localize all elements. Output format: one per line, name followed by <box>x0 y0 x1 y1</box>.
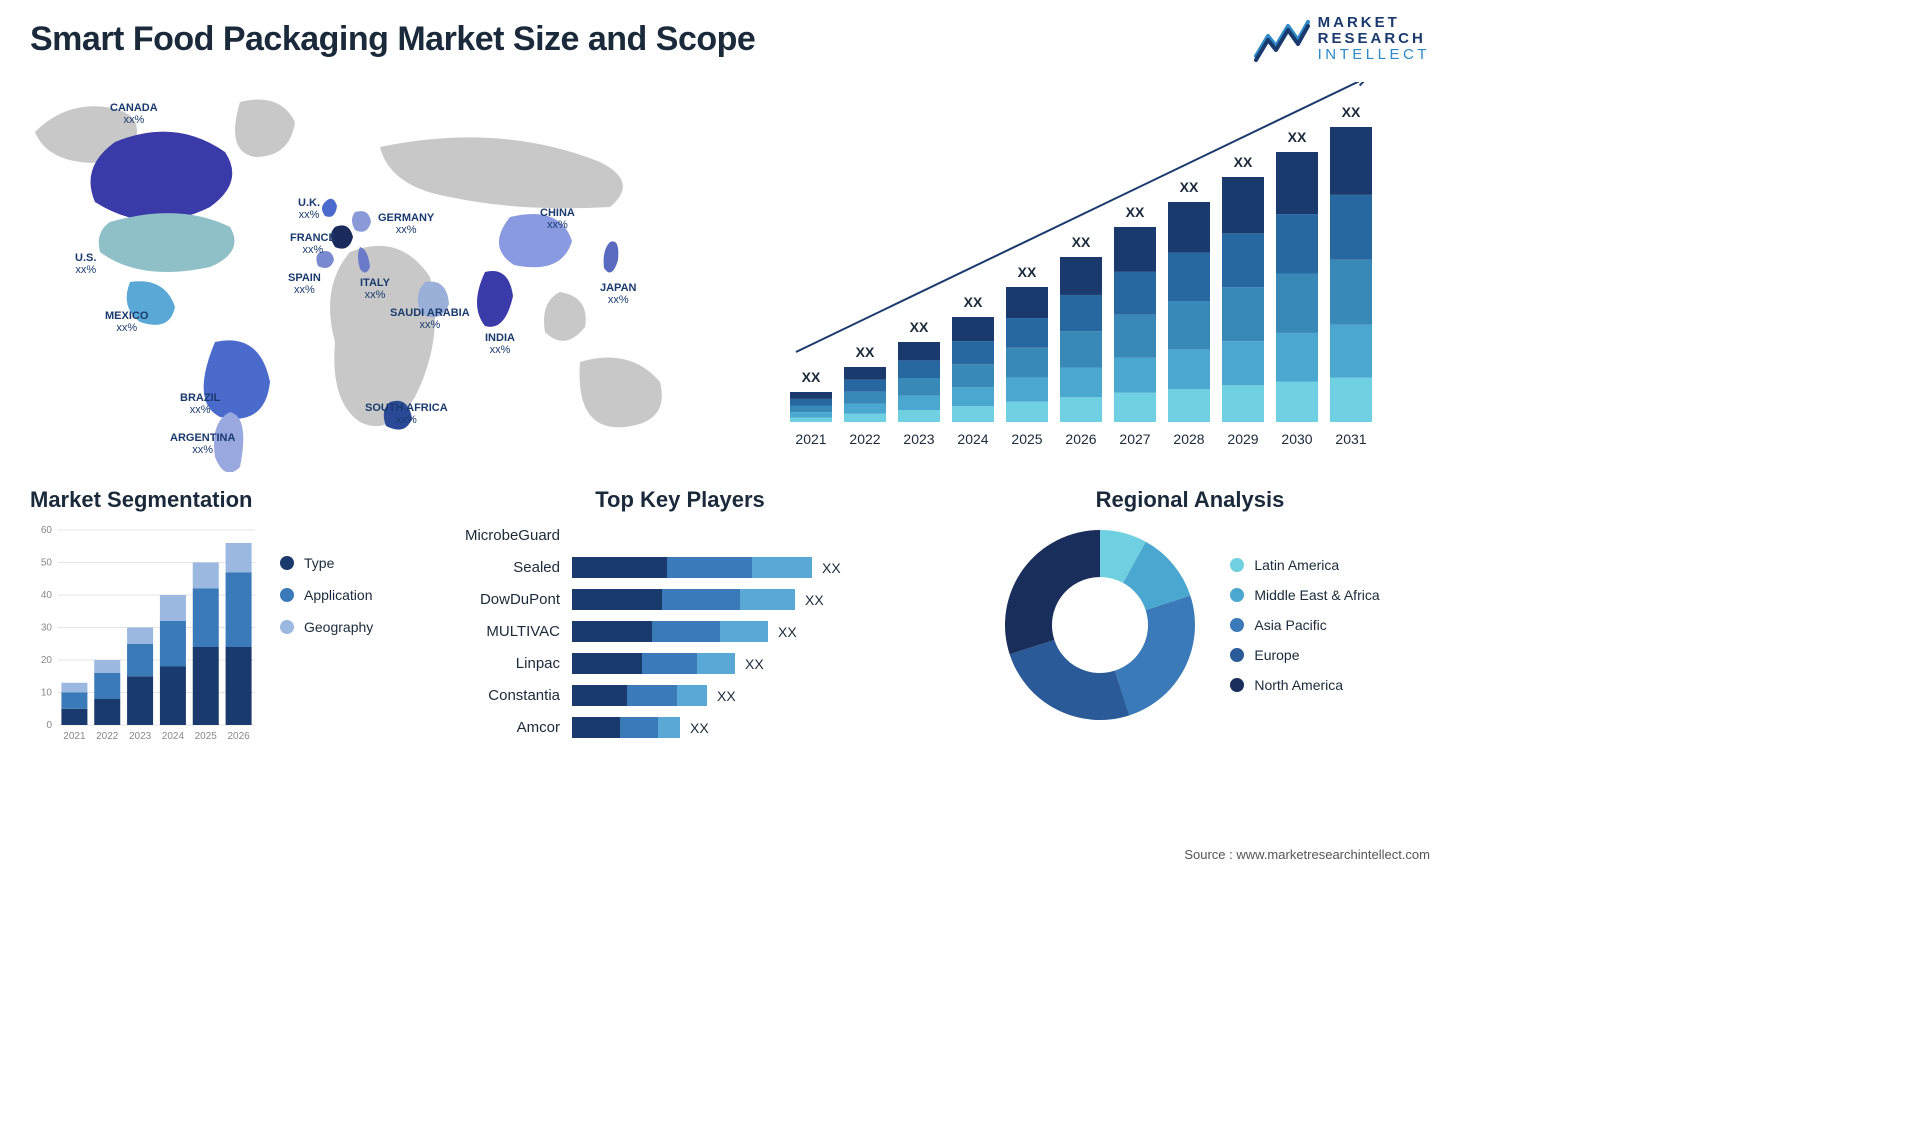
page-title: Smart Food Packaging Market Size and Sco… <box>30 20 755 59</box>
svg-text:20: 20 <box>41 655 53 666</box>
player-label: Amcor <box>440 717 560 738</box>
player-bar-row: XX <box>572 557 920 578</box>
svg-text:XX: XX <box>1126 204 1145 220</box>
legend-item: Type <box>280 555 373 571</box>
segmentation-legend: Type Application Geography <box>280 555 373 745</box>
player-label: MicrobeGuard <box>440 525 560 546</box>
svg-text:2026: 2026 <box>1065 431 1096 447</box>
svg-text:2021: 2021 <box>795 431 826 447</box>
legend-item: Europe <box>1230 647 1379 663</box>
svg-text:XX: XX <box>910 319 929 335</box>
player-bar-row: XX <box>572 653 920 674</box>
svg-text:2025: 2025 <box>1011 431 1042 447</box>
regional-title: Regional Analysis <box>950 487 1430 513</box>
svg-text:XX: XX <box>856 344 875 360</box>
map-label: FRANCExx% <box>290 232 336 256</box>
svg-text:XX: XX <box>1234 154 1253 170</box>
player-label: Linpac <box>440 653 560 674</box>
source-text: Source : www.marketresearchintellect.com <box>1184 847 1430 862</box>
map-label: SAUDI ARABIAxx% <box>390 307 470 331</box>
map-label: U.S.xx% <box>75 252 96 276</box>
svg-text:2029: 2029 <box>1227 431 1258 447</box>
svg-text:XX: XX <box>1342 104 1361 120</box>
logo-mark-icon <box>1254 16 1310 62</box>
regional-donut-chart <box>1000 525 1200 725</box>
player-label: DowDuPont <box>440 589 560 610</box>
svg-text:50: 50 <box>41 558 53 569</box>
svg-text:XX: XX <box>1018 264 1037 280</box>
svg-text:2023: 2023 <box>903 431 934 447</box>
legend-item: Latin America <box>1230 557 1379 573</box>
brand-logo: MARKET RESEARCH INTELLECT <box>1254 15 1430 62</box>
regional-panel: Regional Analysis Latin America Middle Ea… <box>950 487 1430 745</box>
svg-text:2031: 2031 <box>1335 431 1366 447</box>
segmentation-panel: Market Segmentation 0 10 20 30 40 50 60 2021 202… <box>30 487 410 745</box>
key-players-title: Top Key Players <box>440 487 920 513</box>
player-label: MULTIVAC <box>440 621 560 642</box>
player-bar-row: XX <box>572 717 920 738</box>
svg-text:10: 10 <box>41 688 53 699</box>
svg-text:0: 0 <box>46 720 52 731</box>
player-bar-row: XX <box>572 589 920 610</box>
world-map-panel: CANADAxx% U.S.xx% MEXICOxx% BRAZILxx% ARGENT… <box>30 82 730 462</box>
regional-legend: Latin America Middle East & Africa Asia Pa… <box>1230 557 1379 693</box>
svg-text:XX: XX <box>964 294 983 310</box>
map-label: GERMANYxx% <box>378 212 434 236</box>
player-bar-row: XX <box>572 685 920 706</box>
svg-text:30: 30 <box>41 623 53 634</box>
svg-text:2026: 2026 <box>227 731 250 742</box>
svg-text:XX: XX <box>1288 129 1307 145</box>
svg-text:40: 40 <box>41 590 53 601</box>
svg-text:2028: 2028 <box>1173 431 1204 447</box>
svg-text:2025: 2025 <box>195 731 218 742</box>
svg-text:XX: XX <box>802 369 821 385</box>
map-label: CHINAxx% <box>540 207 575 231</box>
svg-text:2022: 2022 <box>849 431 880 447</box>
segmentation-bar-chart: 0 10 20 30 40 50 60 2021 2022 2023 2024 2025 2026 <box>30 525 260 745</box>
map-label: ARGENTINAxx% <box>170 432 235 456</box>
legend-item: Geography <box>280 619 373 635</box>
map-label: CANADAxx% <box>110 102 158 126</box>
map-label: BRAZILxx% <box>180 392 220 416</box>
svg-text:2024: 2024 <box>162 731 185 742</box>
svg-text:2023: 2023 <box>129 731 152 742</box>
growth-bar-chart: XX 2021 XX 2022 XX 2023 XX 2024 XX 2025 XX 2026 XX 20… <box>770 82 1430 462</box>
player-bar-row: XX <box>572 621 920 642</box>
map-label: U.K.xx% <box>298 197 320 221</box>
svg-text:2024: 2024 <box>957 431 988 447</box>
map-label: INDIAxx% <box>485 332 515 356</box>
logo-text: MARKET RESEARCH INTELLECT <box>1318 15 1430 62</box>
key-players-bars: XX XX XX XX XX XX <box>572 525 920 738</box>
svg-text:2030: 2030 <box>1281 431 1312 447</box>
key-players-panel: Top Key Players MicrobeGuard Sealed DowDuP… <box>440 487 920 745</box>
map-label: MEXICOxx% <box>105 310 148 334</box>
map-label: SPAINxx% <box>288 272 321 296</box>
svg-text:2021: 2021 <box>63 731 86 742</box>
map-label: JAPANxx% <box>600 282 636 306</box>
map-label: ITALYxx% <box>360 277 390 301</box>
player-label: Constantia <box>440 685 560 706</box>
svg-text:2022: 2022 <box>96 731 119 742</box>
svg-text:XX: XX <box>1180 179 1199 195</box>
svg-text:60: 60 <box>41 525 53 536</box>
svg-text:2027: 2027 <box>1119 431 1150 447</box>
header: Smart Food Packaging Market Size and Sco… <box>30 20 1430 62</box>
key-players-labels: MicrobeGuard Sealed DowDuPont MULTIVAC Linpa… <box>440 525 560 738</box>
growth-chart-panel: XX 2021 XX 2022 XX 2023 XX 2024 XX 2025 XX 2026 XX 20… <box>770 82 1430 462</box>
legend-item: Middle East & Africa <box>1230 587 1379 603</box>
player-label: Sealed <box>440 557 560 578</box>
segmentation-title: Market Segmentation <box>30 487 410 513</box>
svg-text:XX: XX <box>1072 234 1091 250</box>
legend-item: North America <box>1230 677 1379 693</box>
map-label: SOUTH AFRICAxx% <box>365 402 448 426</box>
legend-item: Application <box>280 587 373 603</box>
legend-item: Asia Pacific <box>1230 617 1379 633</box>
